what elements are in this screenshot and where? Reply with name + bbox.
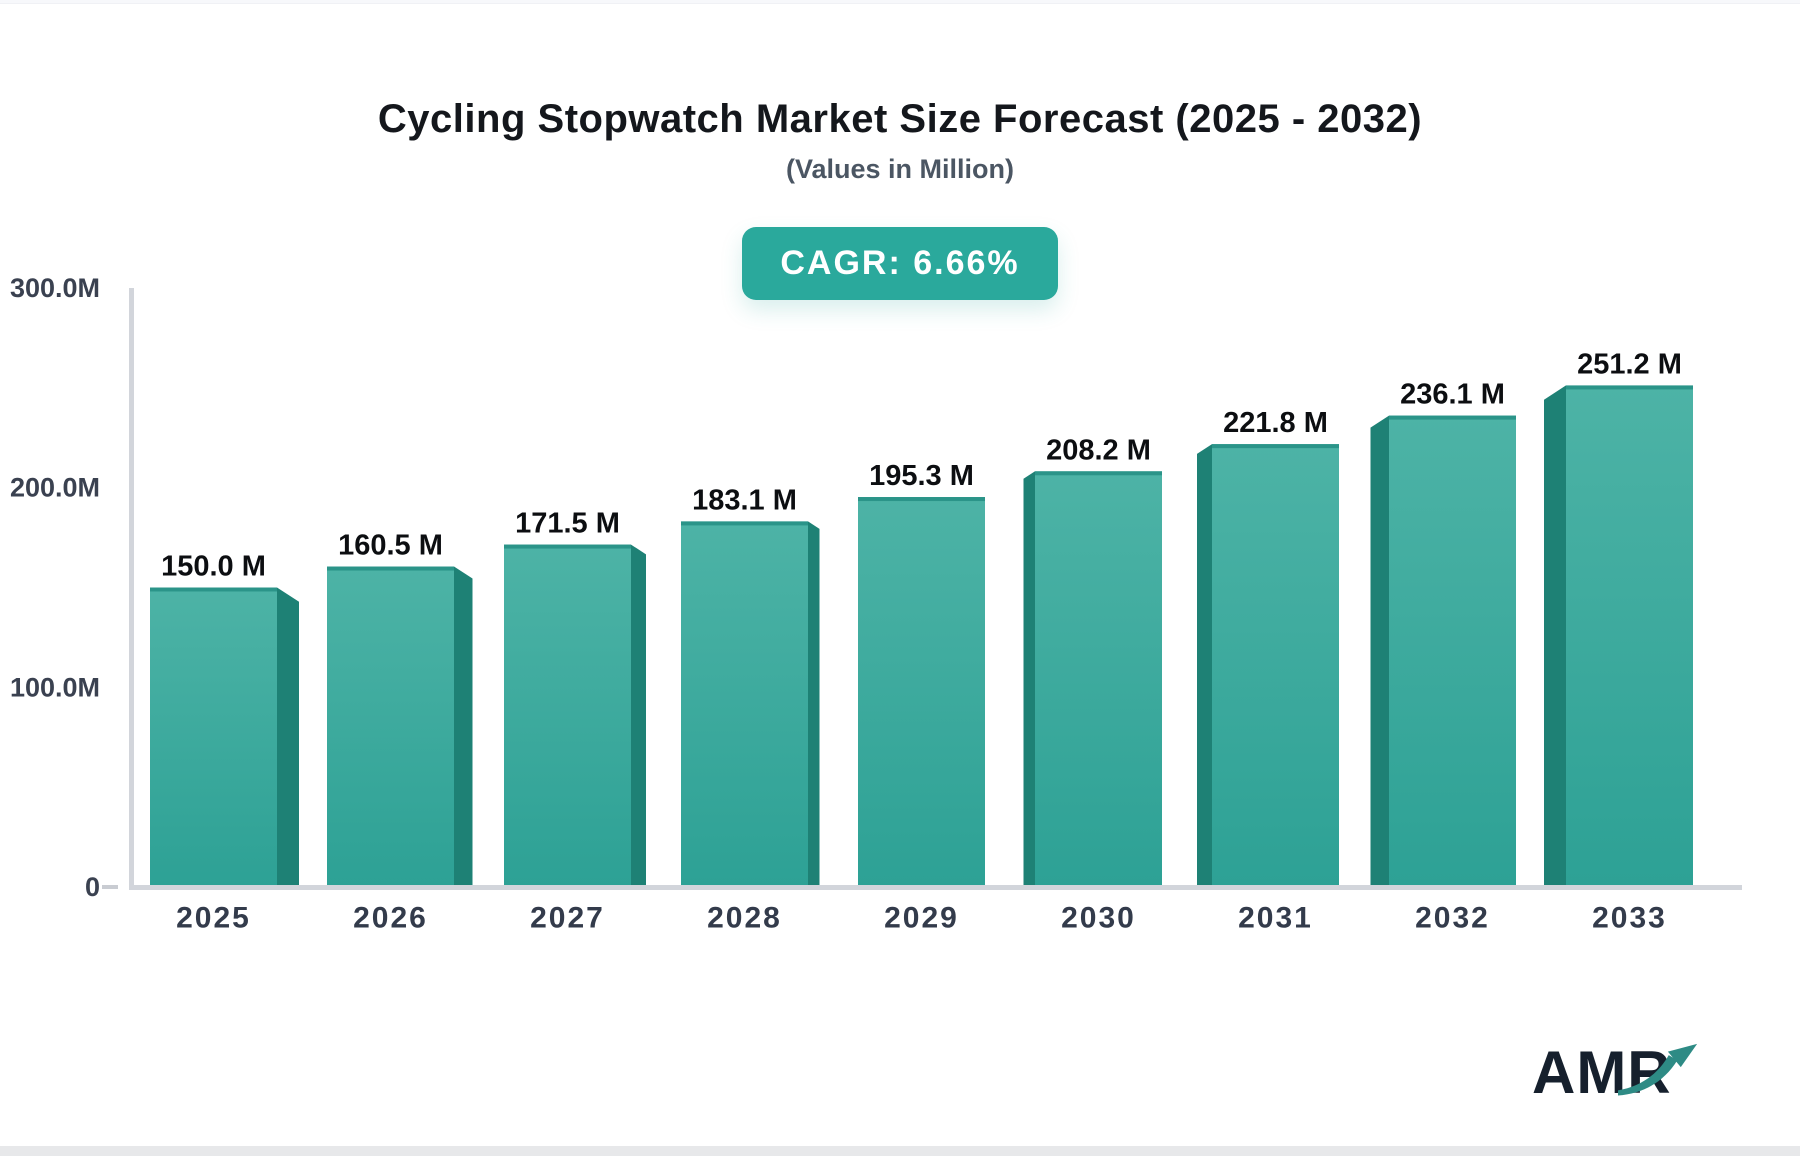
bar-2030 <box>1035 471 1162 887</box>
bar-2029 <box>858 497 985 887</box>
bar-2028 <box>681 521 808 887</box>
y-axis-line <box>129 288 134 887</box>
badge-row: CAGR: 6.66% <box>0 227 1800 300</box>
bar-2027 <box>504 544 631 887</box>
bar-top-edge-2025 <box>150 587 277 592</box>
bar-side-2030 <box>1023 471 1035 887</box>
x-tick-label-2027: 2027 <box>530 902 605 935</box>
x-axis-line <box>129 885 1742 890</box>
x-tick-label-2033: 2033 <box>1592 902 1667 935</box>
chart-title: Cycling Stopwatch Market Size Forecast (… <box>377 97 1423 141</box>
bar-value-label-2029: 195.3 M <box>869 460 974 492</box>
x-tick-label-2031: 2031 <box>1238 902 1313 935</box>
bar-side-2027 <box>631 544 646 887</box>
bar-value-label-2033: 251.2 M <box>1577 348 1682 380</box>
y-tick-label: 200.0M <box>10 473 100 503</box>
bar-top-edge-2029 <box>858 497 985 502</box>
zero-tick-mark <box>102 885 118 889</box>
chart-subtitle: (Values in Million) <box>785 154 1015 184</box>
y-tick-label: 100.0M <box>10 672 100 702</box>
bar-value-label-2027: 171.5 M <box>515 508 620 540</box>
x-tick-label-2025: 2025 <box>176 902 251 935</box>
top-strip <box>0 0 1800 4</box>
trend-up-arrow-icon <box>1618 1043 1698 1096</box>
x-tick-label-2029: 2029 <box>884 902 959 935</box>
bar-side-2033 <box>1544 385 1566 887</box>
bar-top-edge-2026 <box>327 566 454 571</box>
bar-side-2026 <box>454 566 473 887</box>
cagr-badge: CAGR: 6.66% <box>742 227 1058 300</box>
y-tick-label: 0 <box>85 872 100 902</box>
bar-2033 <box>1566 385 1693 887</box>
amr-logo: AMR <box>1532 1038 1722 1118</box>
bar-value-label-2025: 150.0 M <box>161 551 266 583</box>
x-tick-label-2028: 2028 <box>707 902 782 935</box>
bar-top-edge-2031 <box>1212 444 1339 449</box>
y-tick-label: 300.0M <box>10 273 100 303</box>
bar-value-label-2026: 160.5 M <box>338 530 443 562</box>
bar-value-label-2028: 183.1 M <box>692 484 797 516</box>
bar-2025 <box>150 587 277 887</box>
bar-2031 <box>1212 444 1339 887</box>
bar-top-edge-2030 <box>1035 471 1162 476</box>
x-tick-label-2030: 2030 <box>1061 902 1136 935</box>
bar-side-2025 <box>277 587 299 887</box>
bar-side-2031 <box>1197 444 1212 887</box>
bar-2032 <box>1389 415 1516 887</box>
bar-side-2032 <box>1370 415 1389 887</box>
bar-top-edge-2033 <box>1566 385 1693 390</box>
bar-top-edge-2028 <box>681 521 808 526</box>
bar-top-edge-2027 <box>504 544 631 549</box>
x-tick-label-2026: 2026 <box>353 902 428 935</box>
bar-side-2028 <box>808 521 820 887</box>
amr-logo-text: AMR <box>1532 1039 1672 1106</box>
bar-top-edge-2032 <box>1389 415 1516 420</box>
bottom-strip <box>0 1146 1800 1156</box>
bar-value-label-2032: 236.1 M <box>1400 379 1505 411</box>
bar-value-label-2031: 221.8 M <box>1223 407 1328 439</box>
bar-value-label-2030: 208.2 M <box>1046 434 1151 466</box>
chart-header: Cycling Stopwatch Market Size Forecast (… <box>0 0 1800 300</box>
bar-2026 <box>327 566 454 887</box>
x-tick-label-2032: 2032 <box>1415 902 1490 935</box>
